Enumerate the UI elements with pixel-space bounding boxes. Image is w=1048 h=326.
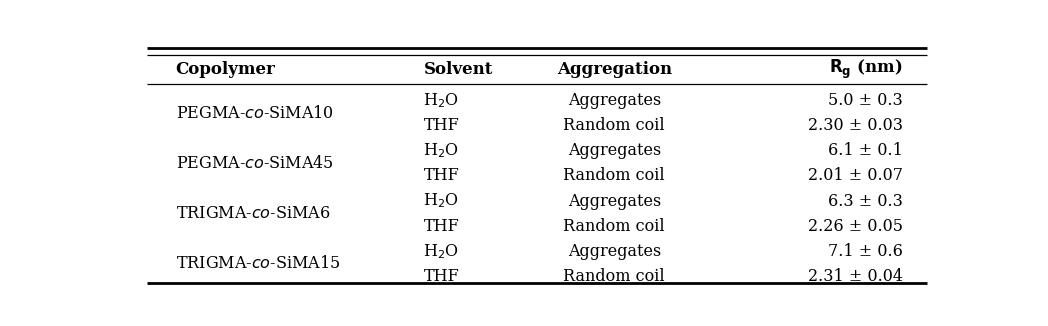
Text: 6.3 ± 0.3: 6.3 ± 0.3	[828, 193, 902, 210]
Text: TRIGMA-$\it{co}$-SiMA6: TRIGMA-$\it{co}$-SiMA6	[176, 205, 330, 222]
Text: 2.26 ± 0.05: 2.26 ± 0.05	[808, 218, 902, 235]
Text: Copolymer: Copolymer	[176, 61, 276, 78]
Text: THF: THF	[423, 268, 459, 285]
Text: H$_2$O: H$_2$O	[423, 192, 459, 210]
Text: H$_2$O: H$_2$O	[423, 141, 459, 160]
Text: Random coil: Random coil	[564, 168, 665, 185]
Text: H$_2$O: H$_2$O	[423, 91, 459, 110]
Text: Aggregates: Aggregates	[568, 142, 661, 159]
Text: THF: THF	[423, 168, 459, 185]
Text: THF: THF	[423, 218, 459, 235]
Text: TRIGMA-$\it{co}$-SiMA15: TRIGMA-$\it{co}$-SiMA15	[176, 255, 340, 272]
Text: $\mathbf{R}_{\mathbf{g}}$ (nm): $\mathbf{R}_{\mathbf{g}}$ (nm)	[829, 58, 902, 82]
Text: 5.0 ± 0.3: 5.0 ± 0.3	[828, 92, 902, 109]
Text: Solvent: Solvent	[423, 61, 493, 78]
Text: 2.01 ± 0.07: 2.01 ± 0.07	[808, 168, 902, 185]
Text: THF: THF	[423, 117, 459, 134]
Text: PEGMA-$\it{co}$-SiMA45: PEGMA-$\it{co}$-SiMA45	[176, 155, 333, 172]
Text: H$_2$O: H$_2$O	[423, 242, 459, 260]
Text: Aggregates: Aggregates	[568, 92, 661, 109]
Text: 2.30 ± 0.03: 2.30 ± 0.03	[808, 117, 902, 134]
Text: Aggregates: Aggregates	[568, 243, 661, 260]
Text: Random coil: Random coil	[564, 268, 665, 285]
Text: 6.1 ± 0.1: 6.1 ± 0.1	[828, 142, 902, 159]
Text: Aggregates: Aggregates	[568, 193, 661, 210]
Text: 2.31 ± 0.04: 2.31 ± 0.04	[808, 268, 902, 285]
Text: PEGMA-$\it{co}$-SiMA10: PEGMA-$\it{co}$-SiMA10	[176, 105, 333, 122]
Text: Random coil: Random coil	[564, 117, 665, 134]
Text: Aggregation: Aggregation	[556, 61, 672, 78]
Text: Random coil: Random coil	[564, 218, 665, 235]
Text: 7.1 ± 0.6: 7.1 ± 0.6	[828, 243, 902, 260]
